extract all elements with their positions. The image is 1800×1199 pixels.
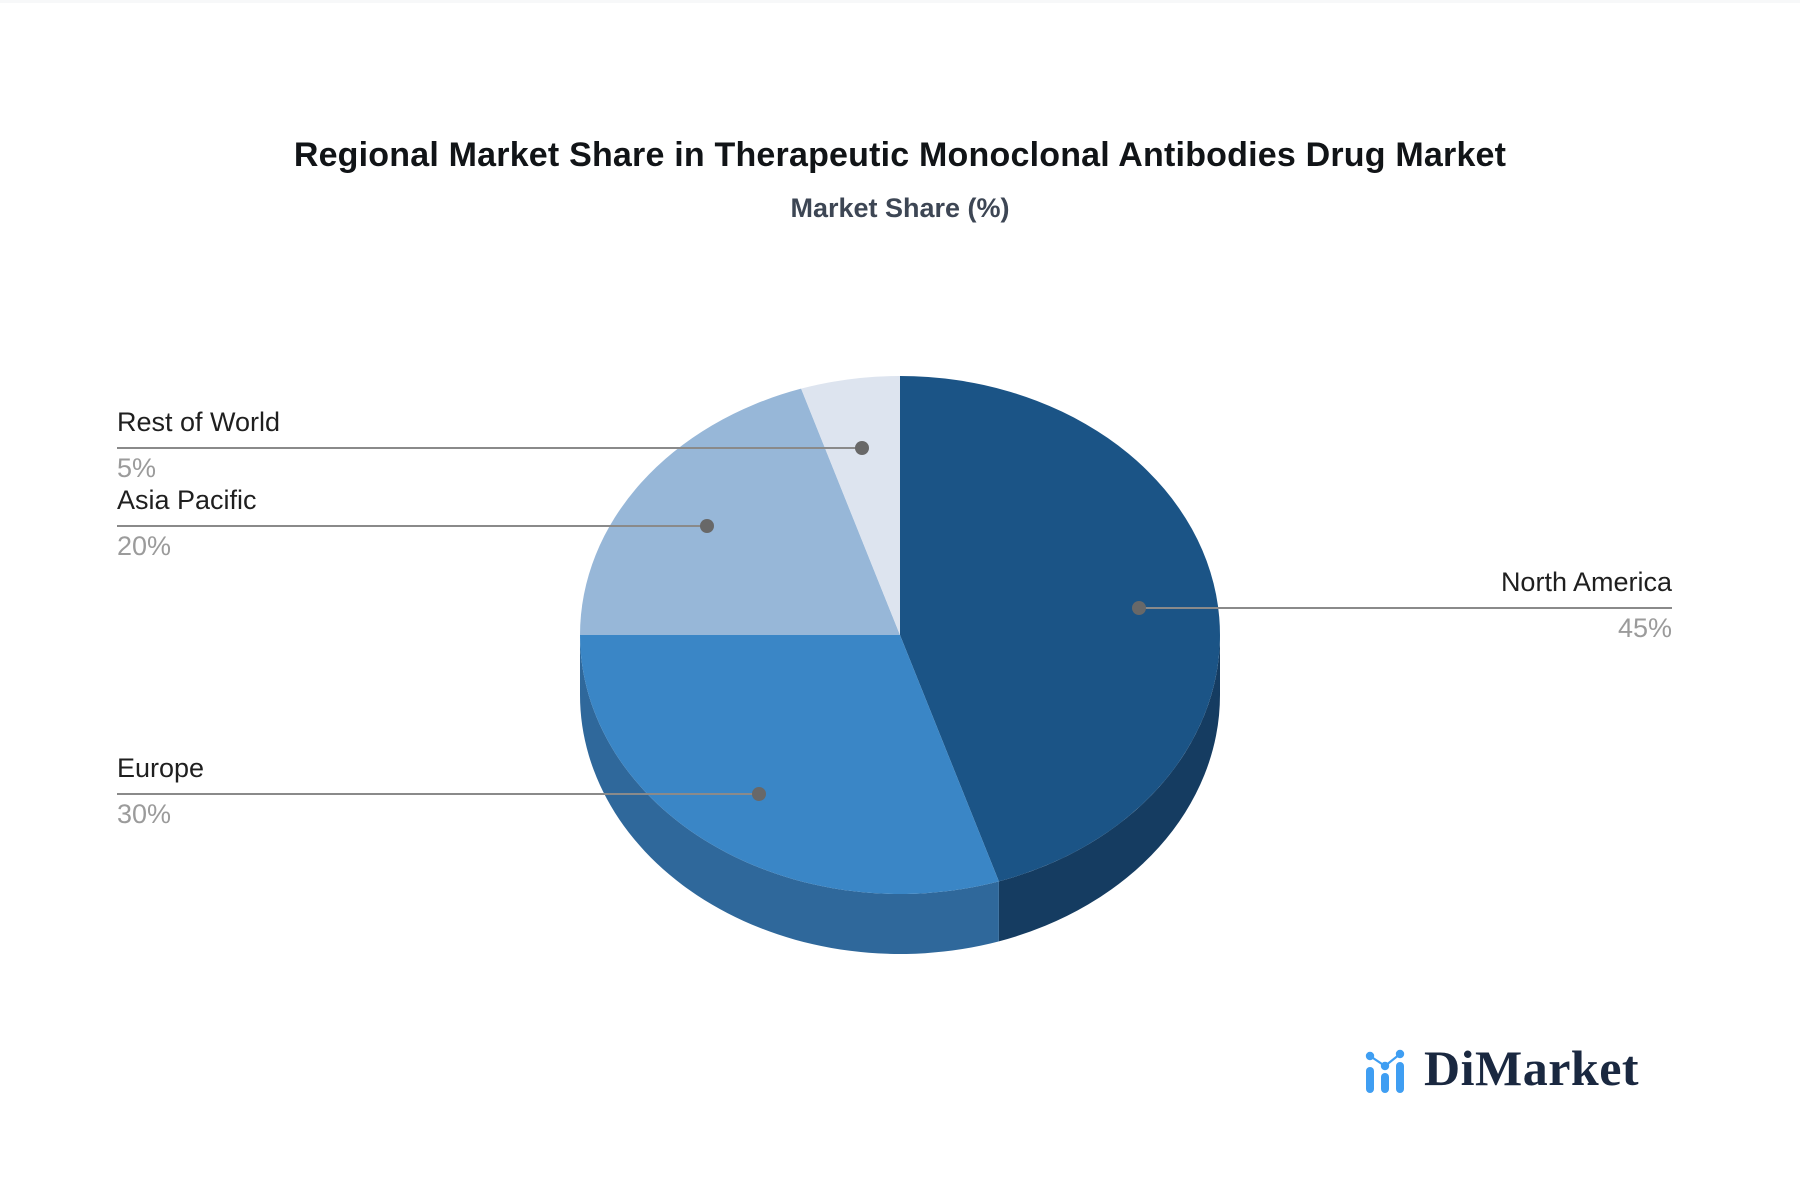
slice-name: North America [1500,567,1672,597]
slice-label-north-america: North America [1501,567,1672,598]
slice-name: Asia Pacific [117,485,257,515]
pie-slice-asia-pacific [580,388,900,635]
slice-value-europe: 30% [117,799,171,830]
slice-label-asia-pacific: Asia Pacific [117,485,257,516]
dimarket-logo: DiMarket [1364,1043,1639,1093]
pie-slice-rest-of-world [801,376,900,635]
slice-value-rest-of-world: 5% [117,453,156,484]
slice-label-europe: Europe [117,753,204,784]
slice-percentage: 30% [117,799,172,829]
leader-dot [855,441,869,455]
slice-percentage: 5% [117,453,157,483]
slice-value-asia-pacific: 20% [117,531,171,562]
pie-slice-side [580,635,999,954]
chart-title: Regional Market Share in Therapeutic Mon… [293,136,1507,174]
dimarket-logo-text: DiMarket [1424,1040,1640,1096]
pie-slice-north-america [900,376,1220,882]
pie-chart [117,376,1672,954]
slice-name: Europe [117,753,205,783]
bar-chart-logo-icon [1365,1049,1405,1093]
pie-slice-europe [580,635,999,894]
leader-dot [700,519,714,533]
slice-value-north-america: 45% [1618,613,1672,644]
slice-percentage: 20% [117,531,172,561]
leader-dot [752,787,766,801]
slice-label-rest-of-world: Rest of World [117,407,280,438]
slice-percentage: 45% [1617,613,1672,643]
chart-subtitle: Market Share (%) [790,193,1010,223]
leader-dot [1132,601,1146,615]
slice-name: Rest of World [117,407,281,437]
pie-slice-side [998,635,1220,942]
